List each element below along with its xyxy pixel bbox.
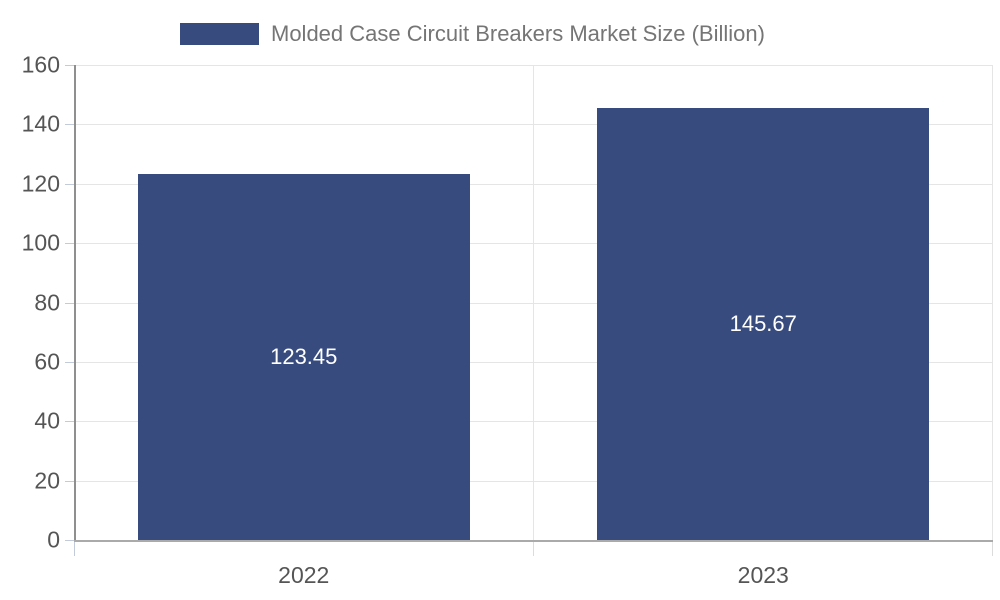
y-axis-tick: [65, 243, 74, 245]
bar-value-label: 123.45: [270, 343, 338, 369]
bar: [597, 107, 930, 540]
y-axis-tick: [65, 124, 74, 126]
x-axis-tick: [532, 542, 534, 556]
gridline-vertical: [532, 65, 534, 540]
y-tick-label: 0: [47, 526, 60, 553]
y-axis-tick: [65, 361, 74, 363]
y-axis-tick: [65, 65, 74, 66]
y-axis-line: [74, 65, 76, 540]
x-axis-line: [74, 540, 993, 542]
gridline-horizontal: [74, 243, 993, 245]
y-tick-label: 60: [34, 348, 60, 375]
x-axis-tick: [74, 542, 75, 556]
y-tick-label: 120: [21, 170, 60, 197]
chart-legend: Molded Case Circuit Breakers Market Size…: [180, 23, 765, 45]
gridline-horizontal: [74, 480, 993, 482]
gridline-horizontal: [74, 421, 993, 423]
legend-label: Molded Case Circuit Breakers Market Size…: [271, 21, 765, 46]
gridline-vertical: [992, 65, 993, 540]
y-axis-tick: [65, 183, 74, 185]
y-axis-tick: [65, 302, 74, 304]
y-axis-tick: [65, 540, 74, 541]
plot-area: 0 20 40 60 80 100 120 140 160 123.45 2022 145.67 202…: [22, 52, 993, 588]
gridline-horizontal: [74, 302, 993, 304]
y-tick-label: 80: [34, 289, 60, 315]
y-tick-label: 100: [21, 229, 60, 256]
gridline-horizontal: [74, 65, 993, 66]
legend-swatch: [180, 23, 259, 45]
x-tick-label: 2023: [737, 562, 789, 588]
y-tick-label: 20: [34, 467, 60, 494]
gridline-horizontal: [74, 361, 993, 363]
y-tick-label: 40: [34, 407, 60, 434]
y-axis-tick: [65, 480, 74, 482]
y-tick-label: 160: [21, 51, 60, 78]
x-tick-label: 2022: [278, 562, 330, 588]
gridline-horizontal: [74, 183, 993, 185]
x-axis-tick: [992, 542, 993, 556]
y-tick-label: 140: [21, 110, 60, 137]
gridline-horizontal: [74, 124, 993, 126]
bar: [137, 173, 470, 540]
bar-value-label: 145.67: [729, 310, 797, 336]
y-axis-tick: [65, 421, 74, 423]
